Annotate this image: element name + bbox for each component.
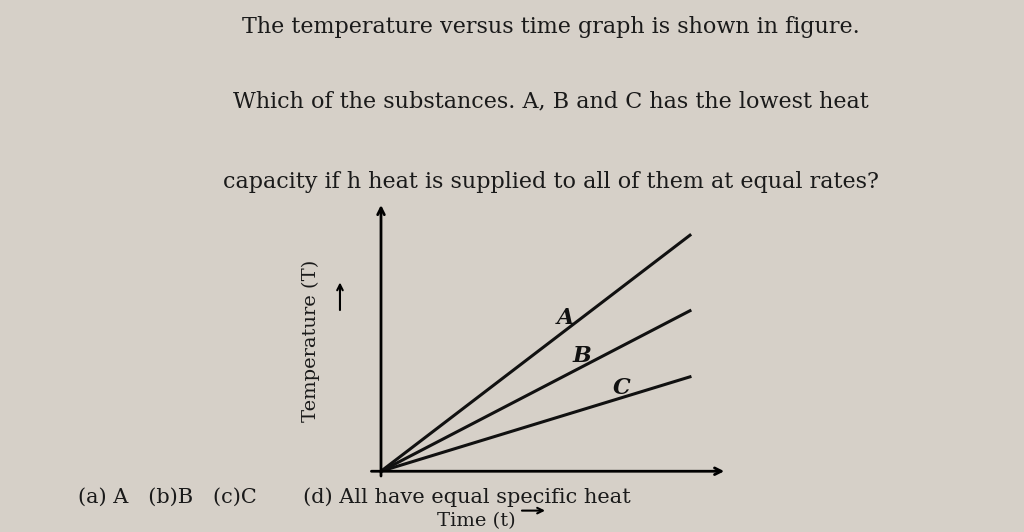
Text: Which of the substances. A, B and C has the lowest heat: Which of the substances. A, B and C has …: [232, 90, 868, 113]
Text: A: A: [557, 307, 574, 329]
Text: C: C: [612, 377, 631, 399]
Text: Time (t): Time (t): [437, 512, 515, 530]
Text: The temperature versus time graph is shown in figure.: The temperature versus time graph is sho…: [242, 16, 859, 38]
Text: (a) A   (b)B   (c)C       (d) All have equal specific heat: (a) A (b)B (c)C (d) All have equal speci…: [78, 488, 631, 507]
Text: Temperature (T): Temperature (T): [302, 260, 321, 421]
Text: capacity if h heat is supplied to all of them at equal rates?: capacity if h heat is supplied to all of…: [222, 171, 879, 194]
Text: B: B: [572, 345, 591, 367]
